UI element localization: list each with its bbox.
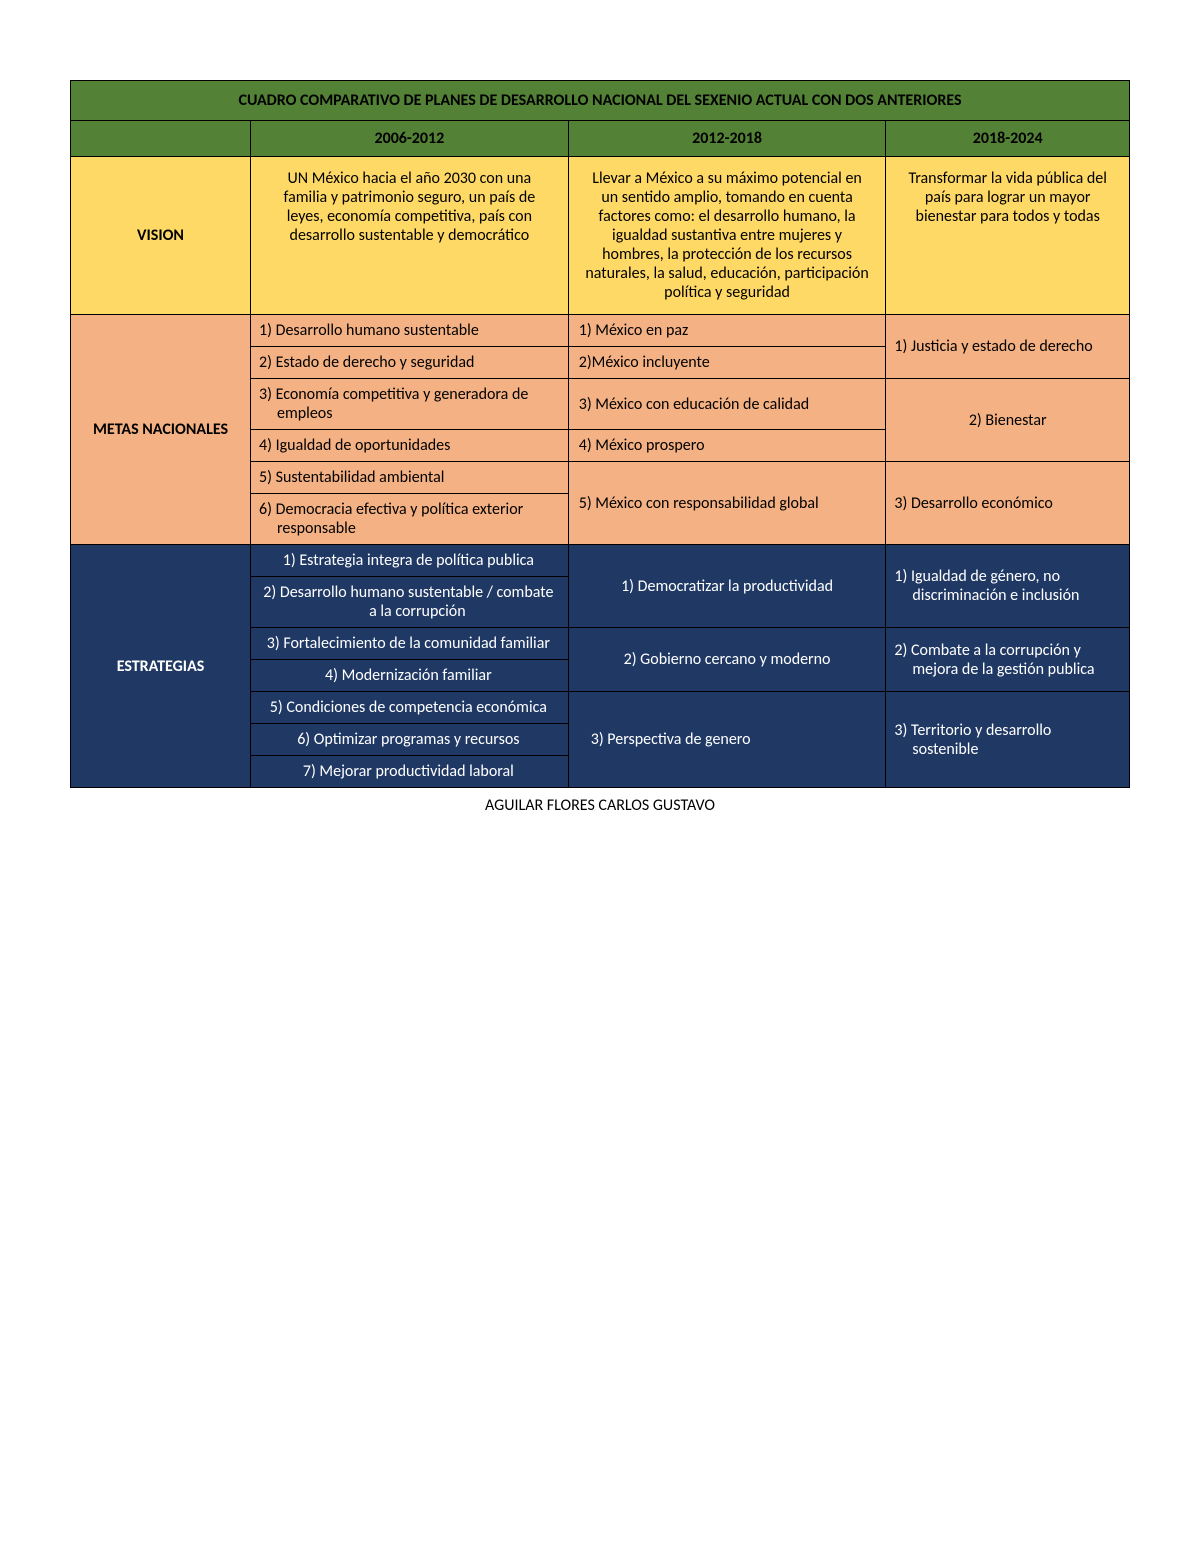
metas-p1-3: 3) Economía competitiva y generadora de … xyxy=(251,379,569,430)
estrategias-p1-1: 1) Estrategia integra de política public… xyxy=(251,545,569,577)
period-header-row: 2006-2012 2012-2018 2018-2024 xyxy=(71,121,1130,157)
metas-p1-2: 2) Estado de derecho y seguridad xyxy=(251,347,569,379)
comparison-table: CUADRO COMPARATIVO DE PLANES DE DESARROL… xyxy=(70,80,1130,788)
estrategias-p3-3: 3) Territorio y desarrollo sostenible xyxy=(886,692,1130,788)
metas-label: METAS NACIONALES xyxy=(71,315,251,545)
author-line: AGUILAR FLORES CARLOS GUSTAVO xyxy=(70,788,1130,815)
vision-p3: Transformar la vida pública del país par… xyxy=(886,157,1130,315)
header-blank xyxy=(71,121,251,157)
estrategias-p2-3: 3) Perspectiva de genero xyxy=(568,692,886,788)
vision-row: VISION UN México hacia el año 2030 con u… xyxy=(71,157,1130,315)
header-period-2: 2012-2018 xyxy=(568,121,886,157)
table-title: CUADRO COMPARATIVO DE PLANES DE DESARROL… xyxy=(71,81,1130,121)
metas-p2-1: 1) México en paz xyxy=(568,315,886,347)
header-period-3: 2018-2024 xyxy=(886,121,1130,157)
vision-p1: UN México hacia el año 2030 con una fami… xyxy=(251,157,569,315)
estrategias-p2-1: 1) Democratizar la productividad xyxy=(568,545,886,628)
estrategias-row-1: ESTRATEGIAS 1) Estrategia integra de pol… xyxy=(71,545,1130,577)
estrategias-p1-3: 3) Fortalecimiento de la comunidad famil… xyxy=(251,628,569,660)
title-row: CUADRO COMPARATIVO DE PLANES DE DESARROL… xyxy=(71,81,1130,121)
document-wrapper: CUADRO COMPARATIVO DE PLANES DE DESARROL… xyxy=(70,80,1130,815)
metas-p1-6: 6) Democracia efectiva y política exteri… xyxy=(251,494,569,545)
estrategias-p1-7: 7) Mejorar productividad laboral xyxy=(251,756,569,788)
metas-p3-1: 1) Justicia y estado de derecho xyxy=(886,315,1130,379)
vision-label: VISION xyxy=(71,157,251,315)
metas-p2-3: 3) México con educación de calidad xyxy=(568,379,886,430)
metas-p3-3: 3) Desarrollo económico xyxy=(886,462,1130,545)
metas-p3-2: 2) Bienestar xyxy=(886,379,1130,462)
vision-p2: Llevar a México a su máximo potencial en… xyxy=(568,157,886,315)
estrategias-p1-5: 5) Condiciones de competencia económica xyxy=(251,692,569,724)
estrategias-p3-2: 2) Combate a la corrupción y mejora de l… xyxy=(886,628,1130,692)
estrategias-p1-6: 6) Optimizar programas y recursos xyxy=(251,724,569,756)
metas-p2-5: 5) México con responsabilidad global xyxy=(568,462,886,545)
estrategias-p3-1: 1) Igualdad de género, no discriminación… xyxy=(886,545,1130,628)
metas-p1-1: 1) Desarrollo humano sustentable xyxy=(251,315,569,347)
estrategias-p1-2: 2) Desarrollo humano sustentable / comba… xyxy=(251,577,569,628)
metas-p2-4: 4) México prospero xyxy=(568,430,886,462)
metas-p1-4: 4) Igualdad de oportunidades xyxy=(251,430,569,462)
estrategias-p2-2: 2) Gobierno cercano y moderno xyxy=(568,628,886,692)
metas-p2-2: 2)México incluyente xyxy=(568,347,886,379)
estrategias-p1-4: 4) Modernización familiar xyxy=(251,660,569,692)
metas-p1-5: 5) Sustentabilidad ambiental xyxy=(251,462,569,494)
estrategias-label: ESTRATEGIAS xyxy=(71,545,251,788)
header-period-1: 2006-2012 xyxy=(251,121,569,157)
metas-row-1: METAS NACIONALES 1) Desarrollo humano su… xyxy=(71,315,1130,347)
